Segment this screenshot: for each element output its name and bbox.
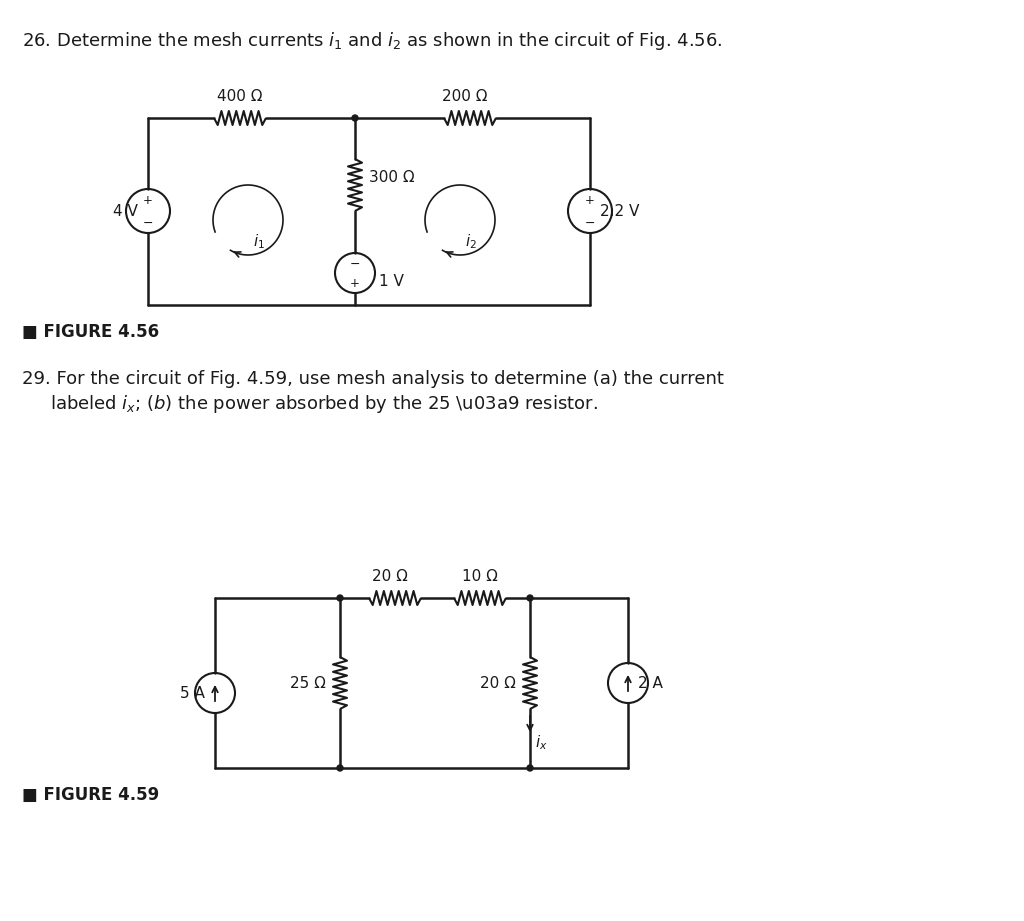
Text: labeled $i_x$; $(b)$ the power absorbed by the 25 \u03a9 resistor.: labeled $i_x$; $(b)$ the power absorbed … [50, 393, 598, 415]
Text: 400 Ω: 400 Ω [217, 89, 263, 104]
Text: +: + [585, 193, 595, 206]
Text: $-$: $-$ [142, 216, 154, 228]
Text: 2.2 V: 2.2 V [600, 204, 639, 218]
Text: +: + [143, 193, 153, 206]
Circle shape [527, 595, 534, 601]
Circle shape [352, 115, 358, 121]
Text: $i_1$: $i_1$ [253, 232, 265, 251]
Text: $-$: $-$ [585, 216, 596, 228]
Text: +: + [350, 276, 360, 289]
Text: 25 Ω: 25 Ω [290, 675, 326, 691]
Text: 10 Ω: 10 Ω [462, 569, 498, 584]
Text: 29. For the circuit of Fig. 4.59, use mesh analysis to determine (a) the current: 29. For the circuit of Fig. 4.59, use me… [22, 370, 724, 388]
Text: 2 A: 2 A [638, 675, 663, 691]
Circle shape [337, 595, 343, 601]
Circle shape [337, 765, 343, 771]
Text: 26. Determine the mesh currents $i_1$ and $i_2$ as shown in the circuit of Fig. : 26. Determine the mesh currents $i_1$ an… [22, 30, 722, 52]
Text: $i_2$: $i_2$ [465, 232, 477, 251]
Text: 5 A: 5 A [180, 685, 205, 701]
Text: $i_x$: $i_x$ [535, 733, 548, 752]
Text: ■ FIGURE 4.59: ■ FIGURE 4.59 [22, 786, 160, 804]
Text: 1 V: 1 V [379, 274, 403, 288]
Text: 200 Ω: 200 Ω [442, 89, 487, 104]
Text: ■ FIGURE 4.56: ■ FIGURE 4.56 [22, 323, 159, 341]
Text: 20 Ω: 20 Ω [480, 675, 516, 691]
Text: 300 Ω: 300 Ω [369, 169, 415, 184]
Text: 20 Ω: 20 Ω [372, 569, 408, 584]
Text: $-$: $-$ [349, 257, 360, 270]
Text: 4 V: 4 V [113, 204, 138, 218]
Circle shape [527, 765, 534, 771]
